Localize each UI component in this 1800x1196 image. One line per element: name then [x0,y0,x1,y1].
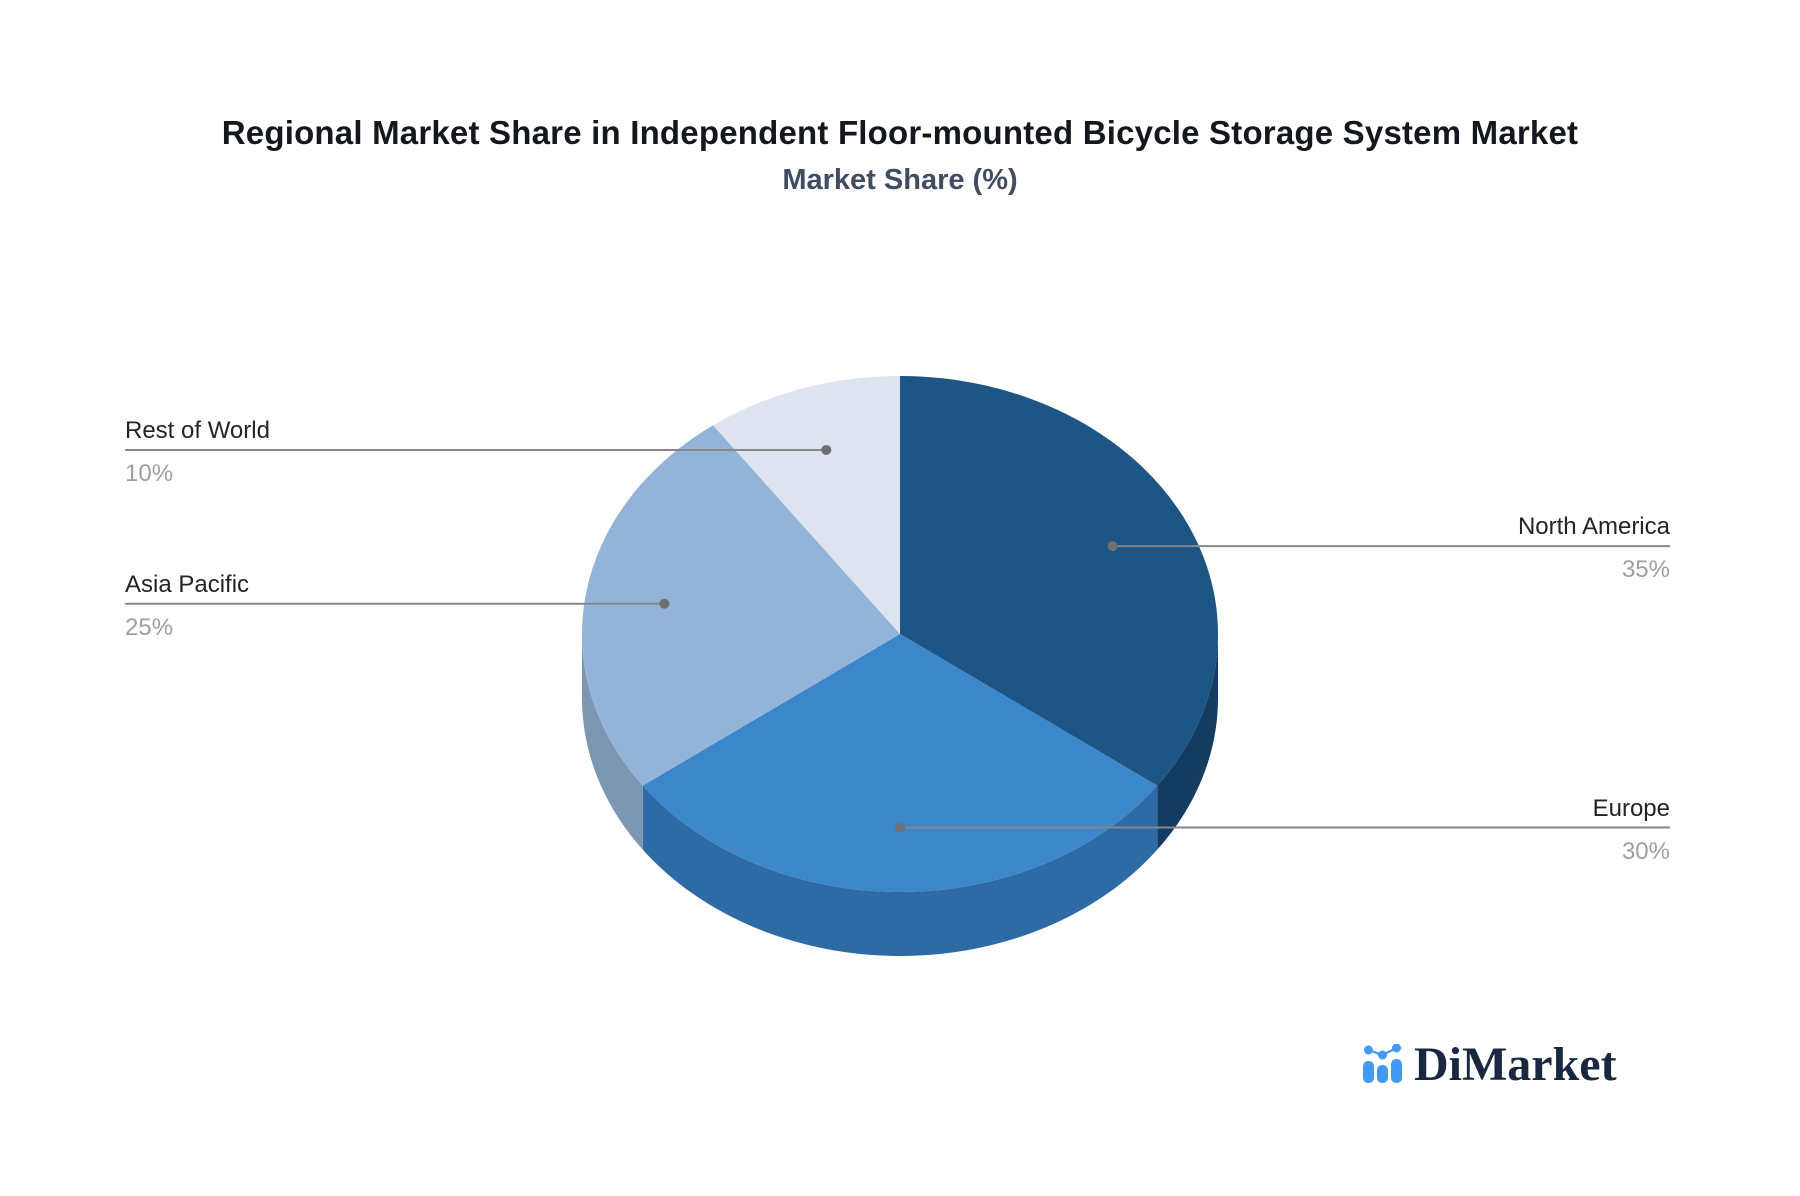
slice-value-asia-pacific: 25% [125,613,174,641]
slice-value-europe: 30% [1621,837,1670,865]
pie-slice-side-asia-pacific [582,634,643,850]
pie-slice-side-europe [642,785,1158,957]
pie-slice-asia-pacific[interactable] [582,425,900,786]
logo-dot [1378,1050,1387,1060]
logo-dot [1392,1044,1401,1053]
logo-bar [1391,1059,1402,1083]
logo-dot [1364,1045,1373,1055]
slice-label-north-america: North America [1517,513,1670,541]
slice-label-europe: Europe [1592,794,1670,822]
callout-dot-asia-pacific [659,598,670,609]
callout-dot-north-america [1107,541,1118,552]
slice-label-asia-pacific: Asia Pacific [125,570,250,598]
callout-dot-europe [895,822,905,833]
logo-bar [1363,1061,1374,1083]
chart-subtitle: Market Share (%) [782,164,1018,196]
logo-bar [1377,1065,1388,1083]
pie-slice-north-america[interactable] [900,376,1219,786]
slice-label-rest-of-world: Rest of World [125,416,270,444]
pie-slice-rest-of-world[interactable] [713,376,900,634]
brand-name: DiMarket [1414,1038,1617,1091]
slice-value-north-america: 35% [1621,556,1670,584]
chart-title: Regional Market Share in Independent Flo… [221,114,1579,151]
callout-dot-rest-of-world [821,444,832,455]
slice-value-rest-of-world: 10% [125,459,174,487]
pie-slice-side-north-america [1157,634,1218,850]
dimarket-logo-icon [1363,1044,1402,1083]
brand-watermark: DiMarket [1363,1038,1617,1091]
